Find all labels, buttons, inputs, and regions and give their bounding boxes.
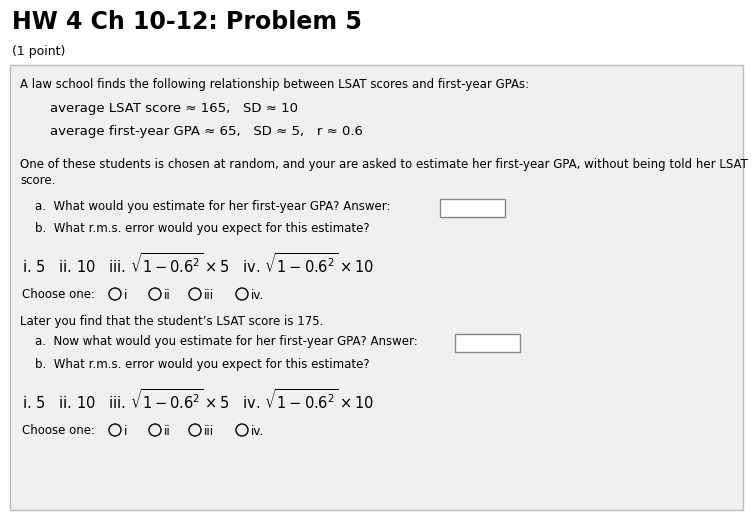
Text: i: i — [124, 289, 127, 302]
Text: score.: score. — [20, 174, 56, 187]
Text: (1 point): (1 point) — [12, 45, 66, 58]
Bar — [10, 65, 743, 510]
Text: a.  Now what would you estimate for her first-year GPA? Answer:: a. Now what would you estimate for her f… — [35, 335, 418, 348]
Bar — [440, 199, 505, 217]
Text: average first-year GPA ≈ 65,   SD ≈ 5,   r ≈ 0.6: average first-year GPA ≈ 65, SD ≈ 5, r ≈… — [50, 125, 363, 138]
Text: One of these students is chosen at random, and your are asked to estimate her fi: One of these students is chosen at rando… — [20, 158, 748, 171]
Text: Later you find that the student’s LSAT score is 175.: Later you find that the student’s LSAT s… — [20, 315, 323, 328]
Bar — [455, 334, 520, 352]
Text: ii: ii — [164, 425, 171, 438]
Text: iii: iii — [204, 289, 214, 302]
Text: iii: iii — [204, 425, 214, 438]
Text: a.  What would you estimate for her first-year GPA? Answer:: a. What would you estimate for her first… — [35, 200, 391, 213]
Text: i. 5   ii. 10   iii. $\sqrt{1-0.6^2} \times 5$   iv. $\sqrt{1-0.6^2} \times 10$: i. 5 ii. 10 iii. $\sqrt{1-0.6^2} \times … — [22, 388, 373, 412]
Text: Choose one:: Choose one: — [22, 288, 95, 301]
Text: i: i — [124, 425, 127, 438]
Text: b.  What r.m.s. error would you expect for this estimate?: b. What r.m.s. error would you expect fo… — [35, 358, 370, 371]
Text: iv.: iv. — [251, 425, 264, 438]
Text: i. 5   ii. 10   iii. $\sqrt{1-0.6^2} \times 5$   iv. $\sqrt{1-0.6^2} \times 10$: i. 5 ii. 10 iii. $\sqrt{1-0.6^2} \times … — [22, 252, 373, 276]
Text: A law school finds the following relationship between LSAT scores and first-year: A law school finds the following relatio… — [20, 78, 529, 91]
Text: average LSAT score ≈ 165,   SD ≈ 10: average LSAT score ≈ 165, SD ≈ 10 — [50, 102, 298, 115]
Text: ii: ii — [164, 289, 171, 302]
Text: HW 4 Ch 10-12: Problem 5: HW 4 Ch 10-12: Problem 5 — [12, 10, 362, 34]
Text: Choose one:: Choose one: — [22, 424, 95, 437]
Text: b.  What r.m.s. error would you expect for this estimate?: b. What r.m.s. error would you expect fo… — [35, 222, 370, 235]
Text: iv.: iv. — [251, 289, 264, 302]
